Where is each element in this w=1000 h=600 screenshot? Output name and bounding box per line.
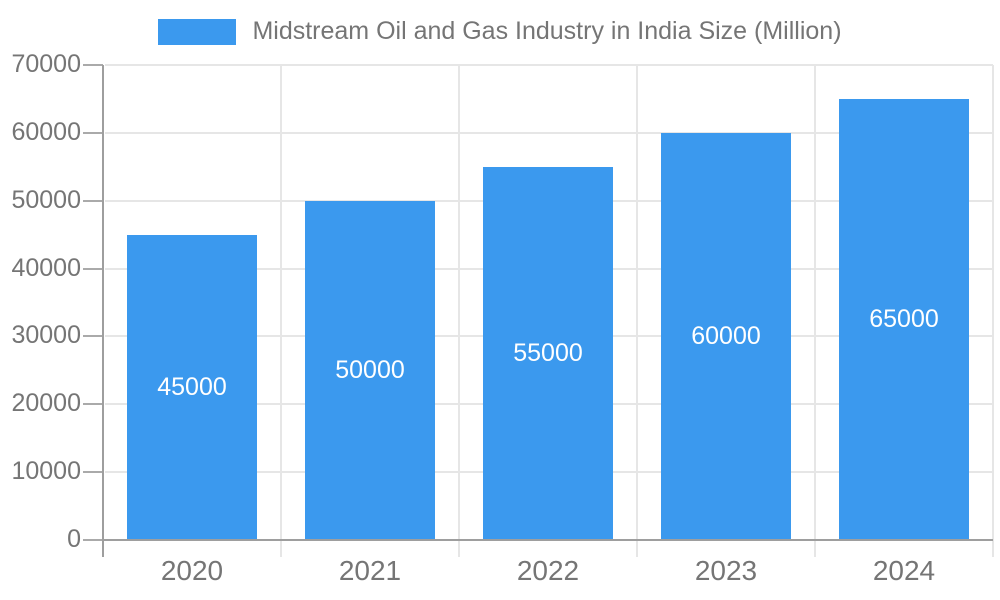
y-tick-label: 40000	[11, 253, 81, 282]
y-axis-tick-mark	[83, 403, 103, 406]
y-axis-tick-mark	[83, 131, 103, 134]
y-axis-tick-mark	[83, 64, 103, 66]
y-axis-tick-mark	[83, 267, 103, 270]
y-tick-label: 70000	[11, 50, 81, 78]
gridline-vertical	[636, 65, 638, 557]
y-tick-label: 30000	[11, 321, 81, 350]
x-tick-label: 2023	[694, 555, 758, 586]
bar-value-label: 50000	[335, 356, 405, 385]
y-axis-line	[102, 65, 104, 557]
bar-value-label: 65000	[869, 305, 939, 334]
y-tick-label: 50000	[11, 185, 81, 214]
bar: 55000	[483, 166, 613, 540]
bar-value-label: 55000	[513, 339, 583, 368]
gridline-horizontal	[105, 131, 993, 134]
y-axis-tick-mark	[83, 539, 103, 541]
x-tick-label: 2020	[160, 555, 224, 586]
bar: 45000	[127, 234, 257, 540]
bar: 60000	[661, 132, 791, 540]
bar: 65000	[839, 98, 969, 540]
y-axis-tick-mark	[83, 199, 103, 202]
y-tick-label: 10000	[11, 457, 81, 486]
gridline-vertical	[814, 65, 816, 557]
gridline-horizontal	[105, 64, 993, 66]
chart-legend: Midstream Oil and Gas Industry in India …	[0, 17, 1000, 46]
y-tick-label: 60000	[11, 117, 81, 146]
bar: 50000	[305, 200, 435, 540]
x-tick-label: 2024	[872, 555, 936, 586]
y-axis-tick-mark	[83, 471, 103, 474]
legend-label: Midstream Oil and Gas Industry in India …	[252, 17, 842, 45]
x-tick-label: 2021	[338, 555, 402, 586]
bar-value-label: 45000	[157, 373, 227, 402]
y-tick-label: 0	[67, 525, 81, 553]
gridline-vertical	[992, 65, 994, 557]
legend-swatch	[158, 18, 237, 45]
x-tick-label: 2022	[516, 555, 580, 586]
y-axis-tick-mark	[83, 335, 103, 338]
x-axis-line	[102, 539, 993, 541]
bar-value-label: 60000	[691, 322, 761, 351]
gridline-vertical	[280, 65, 282, 557]
y-tick-label: 20000	[11, 389, 81, 418]
gridline-vertical	[458, 65, 460, 557]
